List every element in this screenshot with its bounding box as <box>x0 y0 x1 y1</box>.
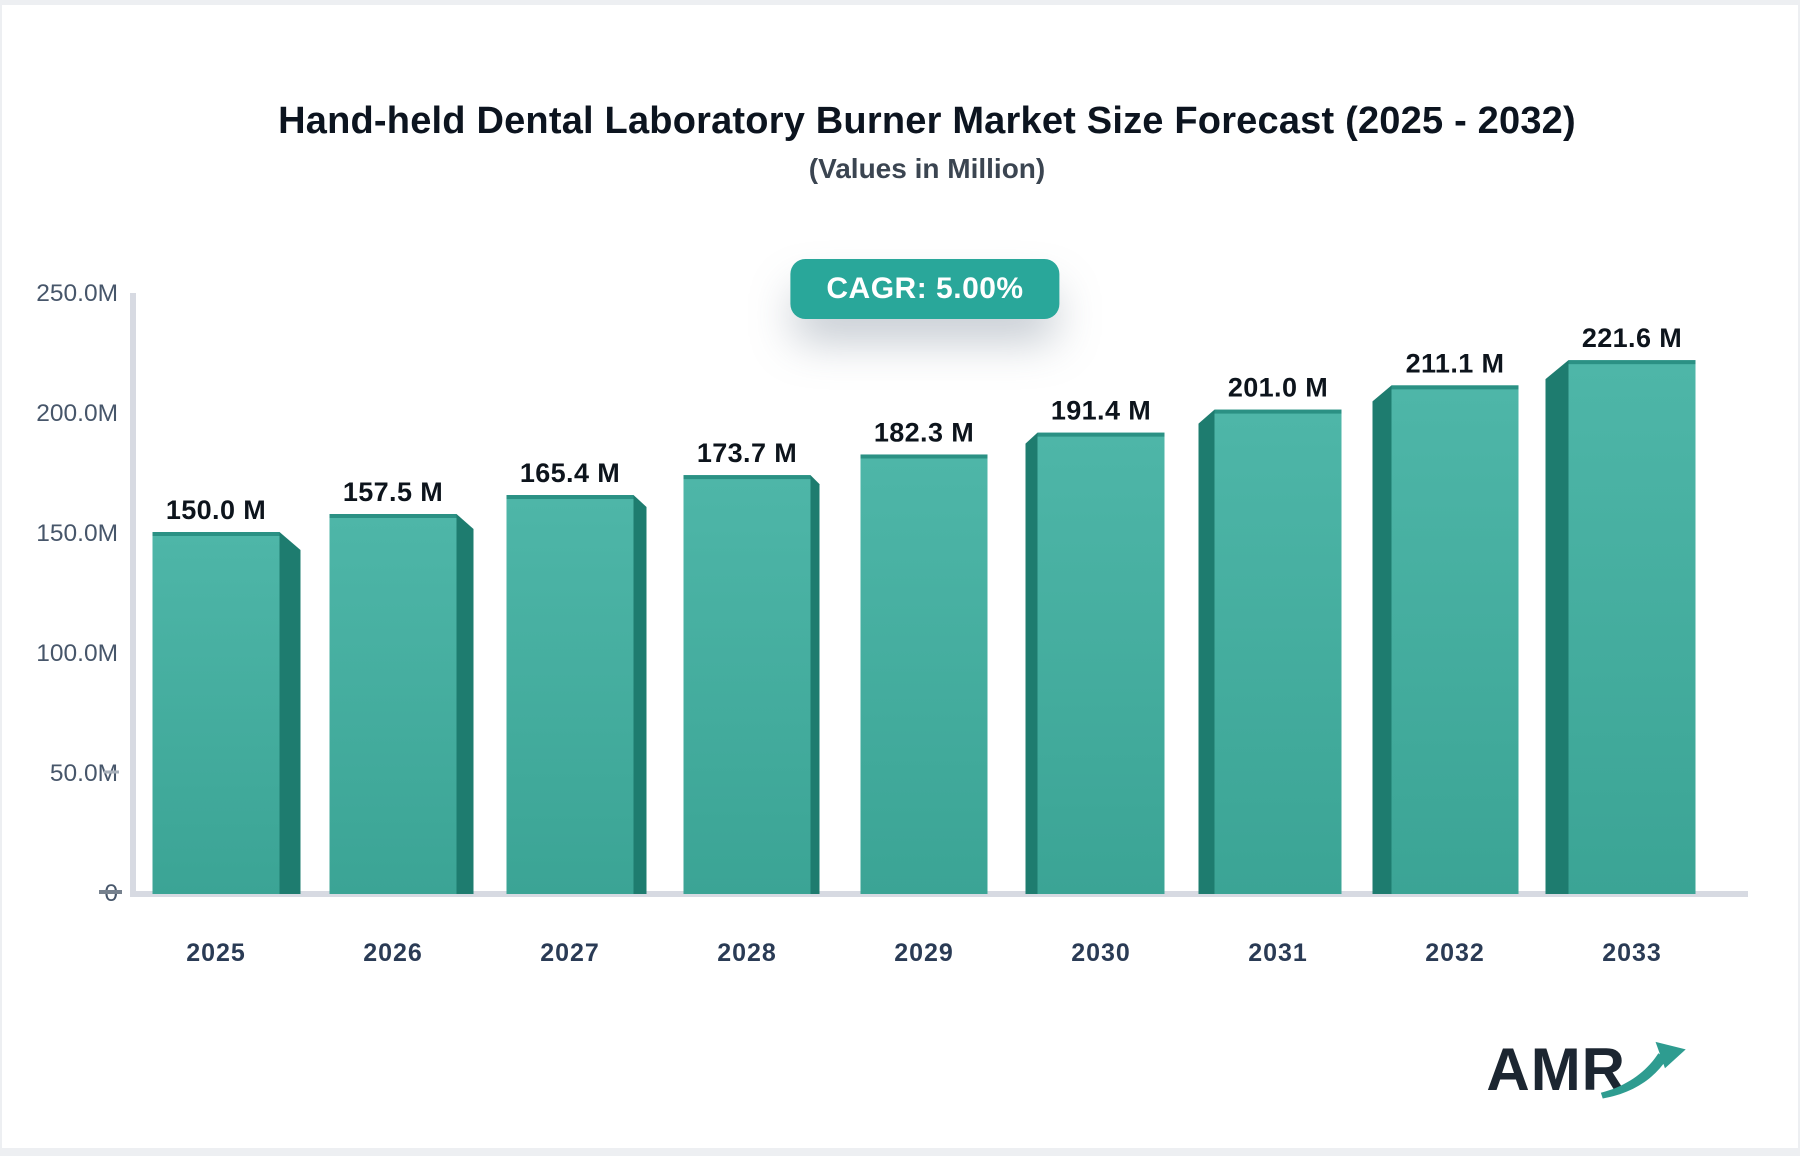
bar-top-edge <box>506 495 634 500</box>
cagr-badge: CAGR: 5.00% <box>790 259 1060 319</box>
x-tick-label-2029: 2029 <box>894 939 954 967</box>
bar-side-face <box>1025 432 1038 894</box>
bar-side-face <box>810 475 820 894</box>
x-tick-label-2033: 2033 <box>1602 939 1662 967</box>
chart-subtitle: (Values in Million) <box>808 153 1046 184</box>
y-tick-label-250.0M: 250.0M <box>36 280 118 307</box>
bar-top-edge <box>1391 385 1519 390</box>
bar-side-face <box>1545 360 1569 894</box>
x-tick-label-2030: 2030 <box>1071 939 1131 967</box>
bar-2028: 173.7 M 2028 <box>683 438 820 967</box>
bar-value-label: 150.0 M <box>166 495 266 525</box>
x-tick-label-2027: 2027 <box>540 939 600 967</box>
x-tick-label-2031: 2031 <box>1248 939 1308 967</box>
bar-value-label: 201.0 M <box>1228 373 1328 403</box>
bar-side-face <box>1372 385 1392 894</box>
x-tick-label-2025: 2025 <box>186 939 246 967</box>
bar-top-edge <box>1568 360 1696 365</box>
bar-2029: 182.3 M 2029 <box>860 417 988 967</box>
bar-front-face <box>152 532 280 894</box>
y-tick-mark <box>104 770 119 774</box>
bar-side-face <box>456 514 474 894</box>
y-tick-mark-zero <box>99 890 122 894</box>
page-title: Hand-held Dental Laboratory Burner Marke… <box>278 100 1576 142</box>
bar-top-edge <box>1037 432 1165 437</box>
bar-front-face <box>329 514 457 894</box>
bar-side-face <box>279 532 301 894</box>
bar-front-face <box>1214 409 1342 894</box>
bar-side-face <box>1198 409 1215 894</box>
bar-value-label: 165.4 M <box>520 458 620 488</box>
y-tick-label-200.0M: 200.0M <box>36 400 118 427</box>
y-tick-label-100.0M: 100.0M <box>36 640 118 667</box>
bar-2033: 221.6 M 2033 <box>1545 323 1696 967</box>
bar-front-face <box>683 475 811 894</box>
x-tick-label-2026: 2026 <box>363 939 423 967</box>
x-tick-label-2032: 2032 <box>1425 939 1485 967</box>
bar-value-label: 191.4 M <box>1051 396 1151 426</box>
cagr-badge-label: CAGR: 5.00% <box>826 272 1024 305</box>
bar-top-edge <box>683 475 811 480</box>
bar-2025: 150.0 M 2025 <box>152 495 301 967</box>
y-tick-label-150.0M: 150.0M <box>36 520 118 547</box>
bar-value-label: 157.5 M <box>343 477 443 507</box>
bar-top-edge <box>329 514 457 518</box>
bar-top-edge <box>1214 409 1342 414</box>
bar-front-face <box>1037 432 1165 894</box>
bar-value-label: 182.3 M <box>874 417 974 447</box>
bar-value-label: 173.7 M <box>697 438 797 468</box>
chart-header: Hand-held Dental Laboratory Burner Marke… <box>52 99 1800 185</box>
bar-value-label: 211.1 M <box>1406 348 1505 378</box>
bar-front-face <box>506 495 634 894</box>
logo-arrow-icon <box>1600 1041 1686 1099</box>
bar-front-face <box>860 454 988 894</box>
bar-side-face <box>633 495 647 894</box>
chart-card: Hand-held Dental Laboratory Burner Marke… <box>2 5 1798 1148</box>
bar-front-face <box>1568 360 1696 894</box>
bar-front-face <box>1391 385 1519 894</box>
bar-top-edge <box>860 454 988 459</box>
bar-2027: 165.4 M 2027 <box>506 458 647 967</box>
x-tick-label-2028: 2028 <box>717 939 777 967</box>
amr-logo: AMR <box>1486 1040 1696 1106</box>
bar-2030: 191.4 M 2030 <box>1025 396 1165 967</box>
amr-logo-text: AMR <box>1486 1036 1626 1103</box>
bar-value-label: 221.6 M <box>1582 323 1682 353</box>
bar-2032: 211.1 M 2032 <box>1372 348 1519 967</box>
bar-2031: 201.0 M 2031 <box>1198 373 1342 967</box>
bar-top-edge <box>152 532 280 536</box>
bar-2026: 157.5 M 2026 <box>329 477 474 967</box>
